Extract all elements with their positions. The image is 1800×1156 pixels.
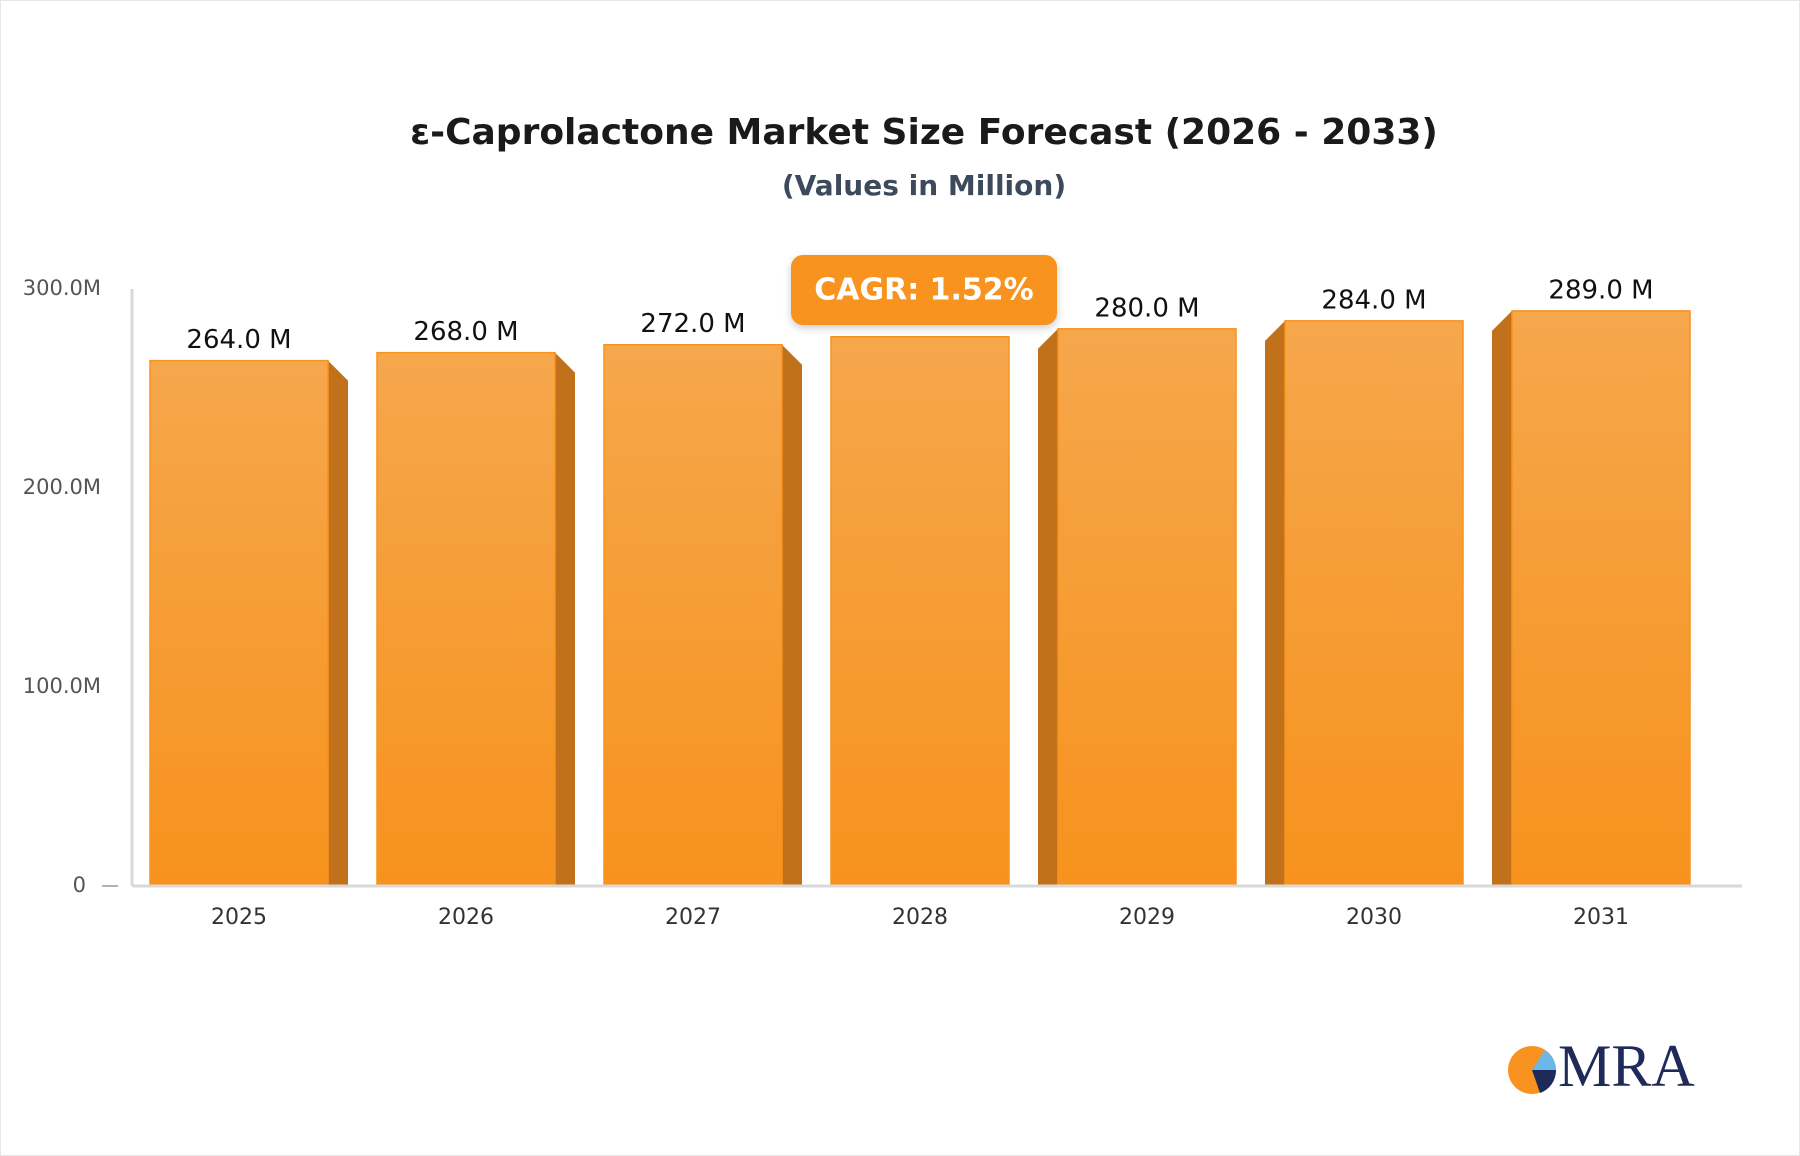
value-label: 264.0 M — [186, 325, 291, 355]
bar-side — [1492, 310, 1512, 886]
bar — [149, 359, 329, 887]
chart-title: ε-Caprolactone Market Size Forecast (202… — [410, 112, 1438, 153]
bar — [376, 351, 556, 887]
cagr-label: CAGR: 1.52% — [814, 273, 1033, 308]
x-tick-label: 2029 — [1119, 905, 1175, 930]
x-tick-label: 2030 — [1346, 905, 1402, 930]
bar-side — [328, 360, 348, 886]
bar — [1057, 328, 1237, 887]
y-tick-label: 100.0M — [23, 674, 101, 698]
value-label: 284.0 M — [1321, 285, 1426, 315]
x-tick-label: 2027 — [665, 905, 721, 930]
bar — [1511, 310, 1691, 887]
value-label: 268.0 M — [413, 317, 518, 347]
x-tick-label: 2025 — [211, 905, 267, 930]
value-label: 280.0 M — [1094, 293, 1199, 323]
y-tick-label: 300.0M — [23, 276, 101, 300]
logo-icon — [1532, 1070, 1557, 1093]
logo-icon — [1532, 1050, 1556, 1070]
bar-side — [555, 352, 575, 886]
bar-side — [782, 344, 802, 887]
x-tick-label: 2026 — [438, 905, 494, 930]
bar-side — [1038, 328, 1058, 886]
y-tick-label: 0 — [73, 873, 86, 897]
x-tick-label: 2028 — [892, 905, 948, 930]
logo: MRA — [1508, 1033, 1695, 1099]
value-label: 272.0 M — [640, 309, 745, 339]
bar-side — [1265, 320, 1285, 887]
y-tick-label: 200.0M — [23, 475, 101, 499]
logo-text: MRA — [1558, 1033, 1695, 1099]
bar — [603, 343, 783, 887]
bar — [830, 336, 1010, 887]
bar — [1284, 320, 1464, 887]
value-label: 289.0 M — [1548, 275, 1653, 305]
chart-subtitle: (Values in Million) — [782, 169, 1066, 202]
cagr-badge — [791, 255, 1057, 325]
x-tick-label: 2031 — [1573, 905, 1629, 930]
